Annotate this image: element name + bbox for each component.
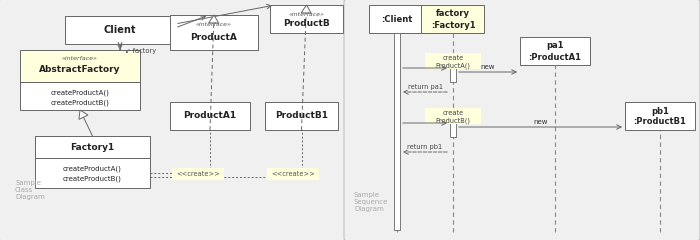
Text: Sample
Class
Diagram: Sample Class Diagram — [15, 180, 45, 200]
Text: Factory1: Factory1 — [71, 143, 115, 151]
Polygon shape — [79, 110, 88, 119]
FancyBboxPatch shape — [520, 37, 590, 65]
Text: create: create — [442, 110, 463, 116]
FancyBboxPatch shape — [20, 82, 140, 110]
FancyBboxPatch shape — [170, 102, 250, 130]
Text: ProductA: ProductA — [190, 32, 237, 42]
Text: createProductA(): createProductA() — [63, 166, 122, 172]
Text: create: create — [442, 55, 463, 61]
Text: return pa1: return pa1 — [407, 84, 442, 90]
FancyBboxPatch shape — [625, 102, 695, 130]
Text: createProductB(): createProductB() — [63, 176, 122, 182]
Text: ProductB1: ProductB1 — [275, 112, 328, 120]
Text: «interface»: «interface» — [62, 56, 98, 61]
FancyBboxPatch shape — [267, 168, 319, 180]
Text: ProductB: ProductB — [283, 19, 330, 29]
Text: ProductA(): ProductA() — [435, 63, 470, 69]
Text: Client: Client — [104, 25, 136, 35]
FancyBboxPatch shape — [450, 68, 456, 82]
Text: :Client: :Client — [382, 14, 413, 24]
Text: AbstractFactory: AbstractFactory — [39, 66, 120, 74]
Polygon shape — [301, 5, 312, 13]
FancyBboxPatch shape — [344, 0, 700, 240]
FancyBboxPatch shape — [65, 16, 175, 44]
FancyBboxPatch shape — [265, 102, 338, 130]
Text: «interface»: «interface» — [288, 12, 324, 17]
Text: createProductA(): createProductA() — [50, 90, 109, 96]
Text: :Factory1: :Factory1 — [430, 20, 475, 30]
FancyBboxPatch shape — [35, 158, 150, 188]
FancyBboxPatch shape — [172, 168, 224, 180]
FancyBboxPatch shape — [421, 5, 484, 33]
FancyBboxPatch shape — [425, 53, 481, 69]
Text: new: new — [533, 119, 547, 125]
Text: ProductA1: ProductA1 — [183, 112, 237, 120]
Text: ↙ factory: ↙ factory — [125, 48, 156, 54]
FancyBboxPatch shape — [35, 136, 150, 158]
Text: :ProductB1: :ProductB1 — [634, 118, 687, 126]
Text: «interface»: «interface» — [196, 23, 232, 28]
FancyBboxPatch shape — [0, 0, 345, 240]
Text: pb1: pb1 — [651, 107, 669, 115]
Text: <<create>>: <<create>> — [271, 171, 315, 177]
FancyBboxPatch shape — [450, 123, 456, 137]
Text: :ProductA1: :ProductA1 — [528, 53, 582, 61]
FancyBboxPatch shape — [394, 33, 400, 230]
FancyBboxPatch shape — [425, 108, 481, 124]
Text: Sample
Sequence
Diagram: Sample Sequence Diagram — [354, 192, 388, 212]
Text: return pb1: return pb1 — [407, 144, 442, 150]
Text: pa1: pa1 — [546, 42, 564, 50]
FancyBboxPatch shape — [20, 50, 140, 82]
Text: new: new — [481, 64, 496, 70]
FancyBboxPatch shape — [369, 5, 425, 33]
Text: ProductB(): ProductB() — [435, 118, 470, 124]
FancyBboxPatch shape — [270, 5, 343, 33]
Text: factory: factory — [436, 10, 470, 18]
Text: createProductB(): createProductB() — [50, 100, 109, 106]
Text: <<create>>: <<create>> — [176, 171, 220, 177]
Polygon shape — [209, 15, 218, 23]
FancyBboxPatch shape — [170, 15, 258, 50]
